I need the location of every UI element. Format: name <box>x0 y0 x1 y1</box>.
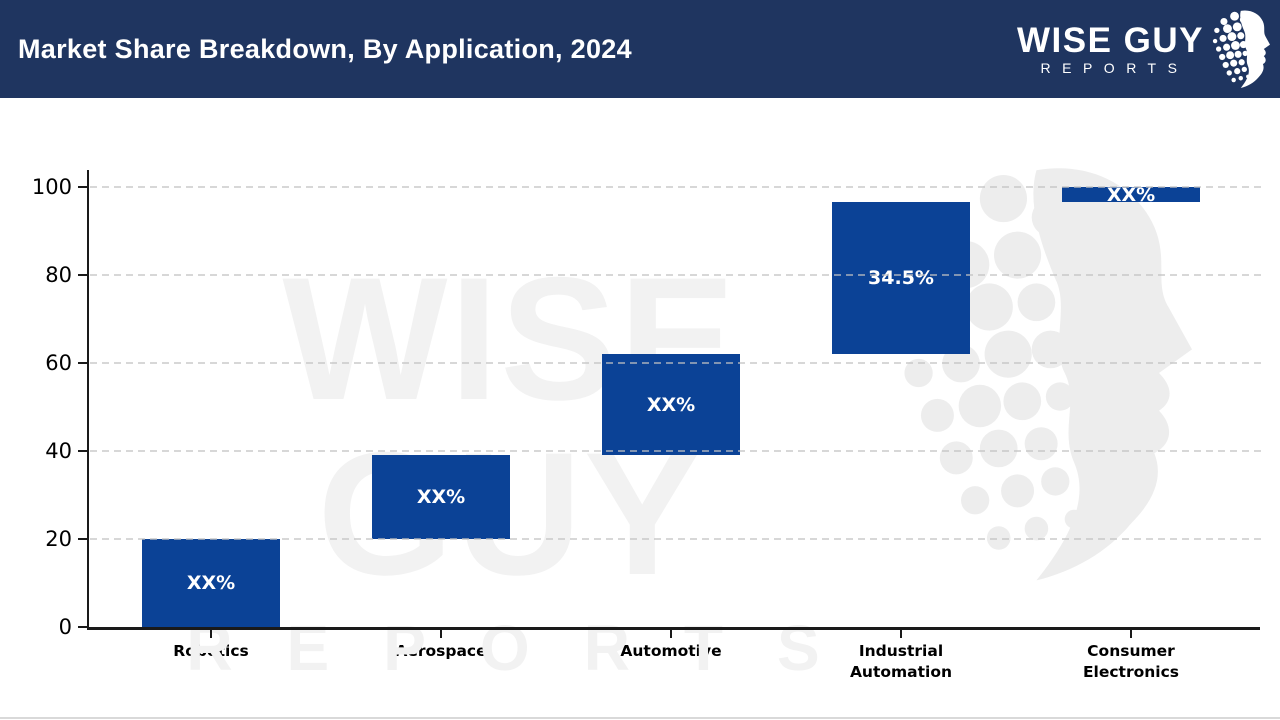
bar-robotics: XX% <box>142 539 280 627</box>
x-axis-tick <box>1130 629 1132 638</box>
y-axis-tick <box>78 626 87 628</box>
x-axis-tick <box>900 629 902 638</box>
bottom-divider <box>0 717 1280 719</box>
gridline <box>90 186 1262 188</box>
y-axis-tick-label: 80 <box>45 263 72 287</box>
chart-title: Market Share Breakdown, By Application, … <box>18 33 632 64</box>
logo-text: WISE GUY REPORTS <box>1017 23 1204 75</box>
y-axis-tick <box>78 450 87 452</box>
x-axis-category-label: Robotics <box>173 642 249 660</box>
y-axis-tick-label: 60 <box>45 351 72 375</box>
y-axis-tick <box>78 362 87 364</box>
x-axis-category-label: Consumer Electronics <box>1082 642 1180 681</box>
x-axis-category-label: Automotive <box>620 642 722 660</box>
x-axis-tick <box>440 629 442 638</box>
y-axis-tick-label: 40 <box>45 439 72 463</box>
gridline <box>90 274 1262 276</box>
bar-aerospace: XX% <box>372 455 510 539</box>
bar-automotive: XX% <box>602 354 740 456</box>
bar-value-label: XX% <box>1106 183 1156 206</box>
y-axis-tick <box>78 274 87 276</box>
y-axis-line <box>87 170 89 629</box>
bar-value-label: XX% <box>416 486 466 509</box>
y-axis-tick-label: 0 <box>58 615 72 639</box>
y-axis-tick-label: 20 <box>45 527 72 551</box>
x-axis-category-label: Aerospace <box>395 642 487 660</box>
wiseguy-logo: WISE GUY REPORTS <box>1017 0 1270 98</box>
x-axis-tick <box>670 629 672 638</box>
bar-consumer-electronics: XX% <box>1062 184 1200 206</box>
header-banner: Market Share Breakdown, By Application, … <box>0 0 1280 98</box>
wiseguy-face-icon <box>1212 10 1270 88</box>
bar-value-label: 34.5% <box>868 267 934 290</box>
bar-value-label: XX% <box>186 572 236 594</box>
gridline <box>90 362 1262 364</box>
y-axis-tick-label: 100 <box>31 175 72 199</box>
gridline <box>90 450 1262 452</box>
y-axis-tick <box>78 538 87 540</box>
bar-industrial-automation: 34.5% <box>832 202 970 355</box>
x-axis-tick <box>210 629 212 638</box>
logo-tagline-text: REPORTS <box>1040 60 1189 76</box>
x-axis-line <box>87 627 1260 630</box>
logo-name-text: WISE GUY <box>1016 21 1204 60</box>
gridline <box>90 538 1262 540</box>
x-axis-category-label: Industrial Automation <box>849 642 953 681</box>
y-axis-tick <box>78 186 87 188</box>
bar-value-label: XX% <box>646 393 696 416</box>
